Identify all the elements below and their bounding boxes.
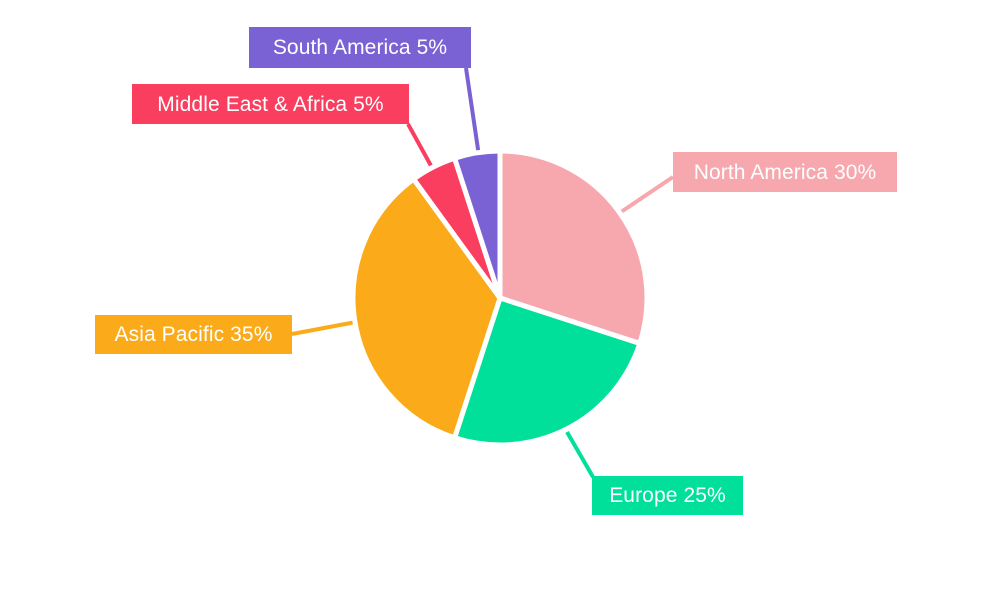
leader-line <box>406 123 437 174</box>
pie-slice[interactable] <box>452 295 643 448</box>
pie-slice-label[interactable]: Asia Pacific 35% <box>95 315 292 354</box>
leader-line <box>619 175 675 214</box>
pie-slice-label[interactable]: Europe 25% <box>592 476 743 515</box>
leader-line <box>565 430 595 479</box>
pie-slice-label[interactable]: Middle East & Africa 5% <box>132 84 409 124</box>
leader-line-group <box>291 67 675 479</box>
pie-slice-label[interactable]: South America 5% <box>249 27 471 68</box>
leader-line <box>464 67 481 157</box>
pie-slice-group <box>350 148 650 448</box>
pie-slice[interactable] <box>497 148 650 346</box>
pie-slice-label[interactable]: North America 30% <box>673 152 897 192</box>
pie-slice[interactable] <box>452 148 503 301</box>
leader-line <box>291 320 357 336</box>
pie-slice[interactable] <box>350 176 503 441</box>
